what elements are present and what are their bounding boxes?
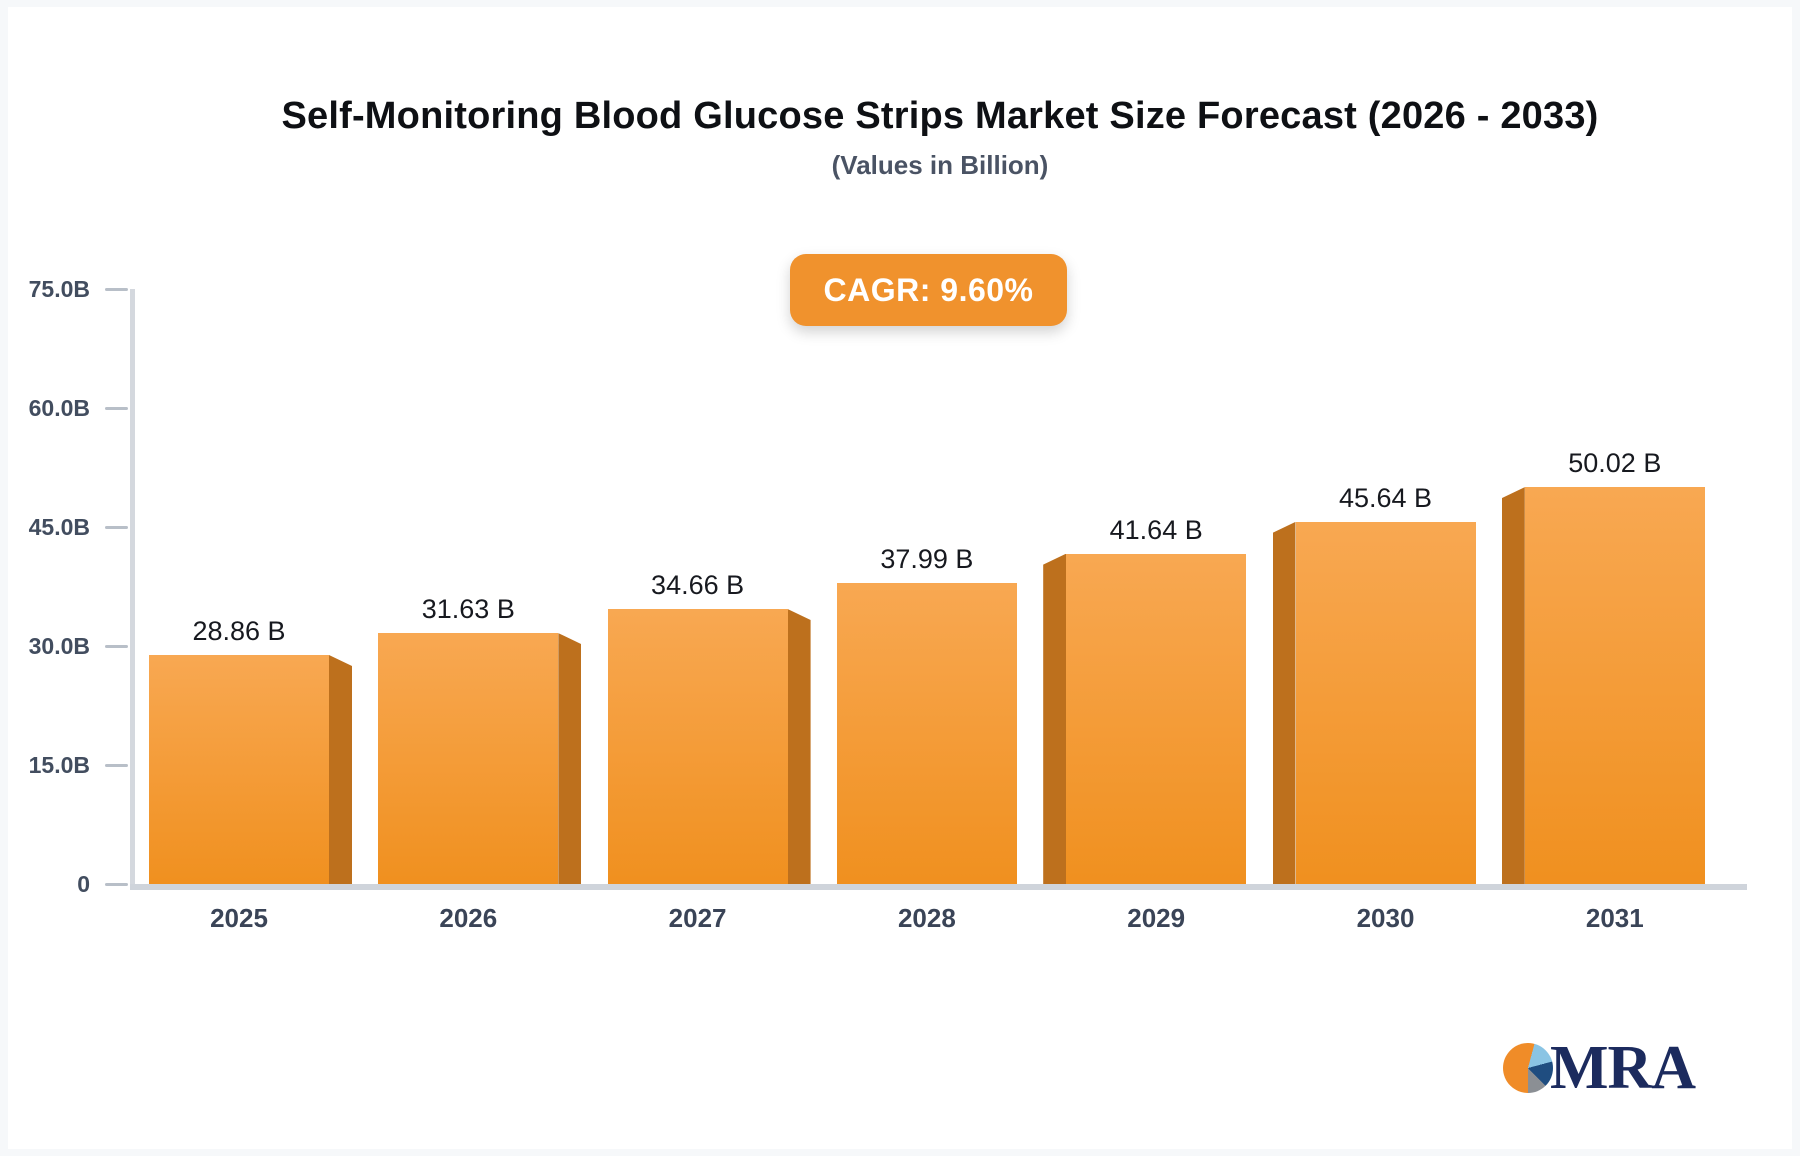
bar-value-label: 50.02 B	[1568, 448, 1662, 479]
y-axis-tick-label: 60.0B	[28, 395, 90, 421]
y-axis-tick-label: 45.0B	[28, 514, 90, 540]
chart-header: Self-Monitoring Blood Glucose Strips Mar…	[133, 7, 1747, 181]
y-axis-line	[130, 289, 135, 890]
cagr-badge: CAGR: 9.60%	[790, 254, 1067, 326]
bar-2030	[1295, 521, 1476, 884]
bar-3d-side	[329, 655, 352, 884]
chart-card: Self-Monitoring Blood Glucose Strips Mar…	[8, 7, 1792, 1149]
bar-value-label: 41.64 B	[1109, 514, 1203, 545]
x-axis-label: 2026	[439, 903, 498, 933]
cagr-badge-label: CAGR: 9.60%	[823, 271, 1034, 308]
y-axis-tick-label: 75.0B	[28, 276, 90, 302]
bar-2027	[607, 609, 788, 884]
bar-value-label: 31.63 B	[421, 594, 515, 625]
bar-2028	[836, 582, 1017, 884]
bar-3d-side	[1043, 553, 1067, 884]
y-axis-tick-mark	[105, 882, 128, 886]
x-axis-label: 2027	[668, 903, 727, 933]
bar-value-label: 45.64 B	[1338, 482, 1433, 513]
x-axis-line	[130, 884, 1747, 890]
x-axis-label: 2028	[897, 903, 956, 933]
pie-chart-icon	[1503, 1043, 1553, 1093]
x-axis-label: 2029	[1127, 903, 1186, 933]
bar-3d-side	[1501, 487, 1525, 884]
bar-2025	[149, 655, 329, 884]
bar-3d-side	[787, 609, 811, 884]
y-axis-tick-mark	[105, 763, 128, 767]
y-axis-tick-label: 0	[77, 871, 90, 897]
y-axis-tick-mark	[105, 287, 128, 291]
bar-value-label: 34.66 B	[651, 570, 745, 601]
logo-text: MRA	[1550, 1034, 1696, 1102]
bar-2031	[1524, 487, 1705, 884]
chart-title: Self-Monitoring Blood Glucose Strips Mar…	[281, 95, 1599, 137]
y-axis-tick-mark	[105, 406, 128, 410]
x-axis-label: 2031	[1585, 903, 1644, 933]
bar-value-label: 28.86 B	[192, 616, 286, 647]
y-axis-tick-mark	[105, 644, 128, 648]
mra-logo: MRA	[1503, 1034, 1696, 1102]
y-axis-tick-label: 15.0B	[28, 752, 90, 778]
bar-2026	[378, 633, 559, 884]
x-axis-label: 2025	[210, 903, 268, 933]
chart-subtitle: (Values in Billion)	[831, 150, 1049, 180]
y-axis-tick-label: 30.0B	[28, 633, 90, 659]
bar-3d-side	[1272, 521, 1296, 884]
x-axis-label: 2030	[1356, 903, 1415, 933]
y-axis-tick-mark	[105, 525, 128, 529]
plot-area: 75.0B 60.0B 45.0B 30.0B 15.0B 0 28.86 B 2025 31.…	[8, 7, 1792, 1149]
bar-3d-side	[558, 633, 582, 884]
bar-value-label: 37.99 B	[880, 543, 974, 574]
bar-2029	[1066, 553, 1247, 884]
